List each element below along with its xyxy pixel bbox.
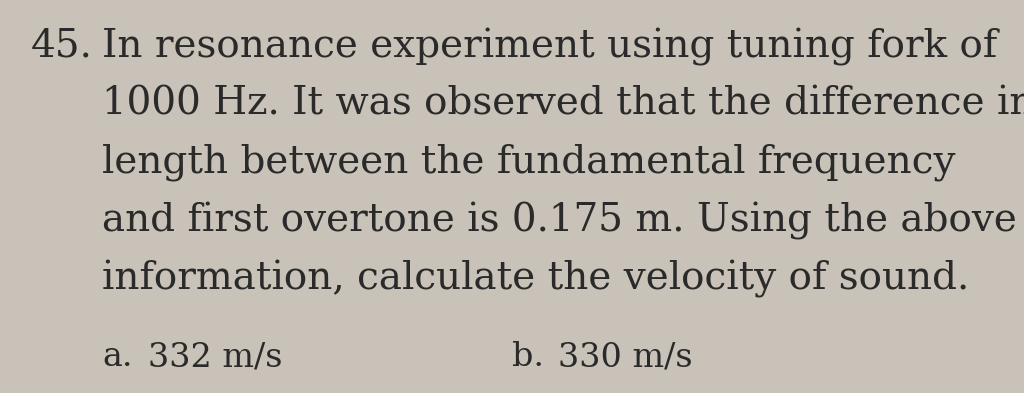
Text: 330 m/s: 330 m/s (558, 341, 692, 373)
Text: 45.: 45. (31, 28, 92, 64)
Text: 332 m/s: 332 m/s (148, 341, 283, 373)
Text: In resonance experiment using tuning fork of: In resonance experiment using tuning for… (102, 28, 997, 66)
Text: and first overtone is 0.175 m. Using the above: and first overtone is 0.175 m. Using the… (102, 202, 1017, 239)
Text: information, calculate the velocity of sound.: information, calculate the velocity of s… (102, 259, 970, 298)
Text: length between the fundamental frequency: length between the fundamental frequency (102, 143, 955, 181)
Text: a.: a. (102, 341, 133, 373)
Text: b.: b. (512, 341, 544, 373)
Text: 1000 Hz. It was observed that the difference in: 1000 Hz. It was observed that the differ… (102, 86, 1024, 123)
